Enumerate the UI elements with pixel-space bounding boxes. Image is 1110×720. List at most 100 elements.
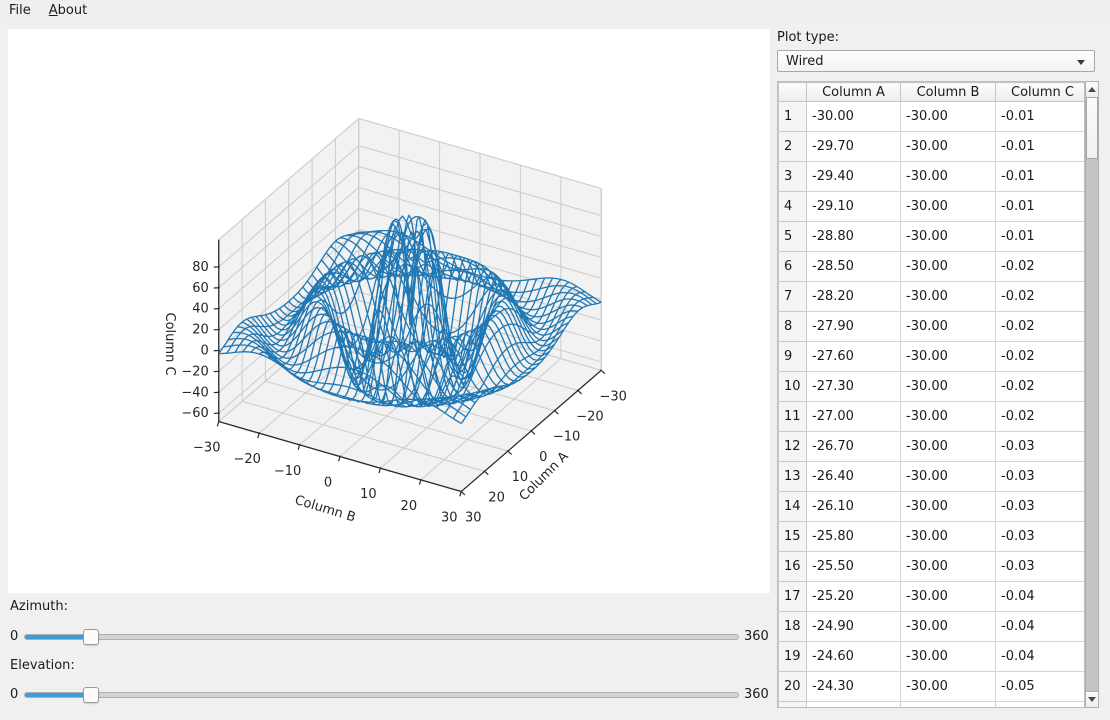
table-row[interactable]: 6 -28.50 -30.00 -0.02: [778, 251, 1084, 282]
cell-column-b[interactable]: -30.00: [900, 251, 996, 282]
cell-column-a[interactable]: -24.30: [806, 671, 901, 702]
cell-column-b[interactable]: -30.00: [900, 551, 996, 582]
row-number-cell[interactable]: 2: [778, 131, 807, 162]
cell-column-c[interactable]: -0.02: [995, 341, 1084, 372]
table-row[interactable]: 7 -28.20 -30.00 -0.02: [778, 281, 1084, 312]
cell-column-b[interactable]: -30.00: [900, 461, 996, 492]
table-row[interactable]: 10 -27.30 -30.00 -0.02: [778, 371, 1084, 402]
row-number-cell[interactable]: 5: [778, 221, 807, 252]
row-number-cell[interactable]: 12: [778, 431, 807, 462]
table-row[interactable]: 11 -27.00 -30.00 -0.02: [778, 401, 1084, 432]
cell-column-b[interactable]: -30.00: [900, 611, 996, 642]
cell-column-a[interactable]: -24.90: [806, 611, 901, 642]
scroll-down-button[interactable]: [1086, 691, 1098, 707]
table-row[interactable]: 15 -25.80 -30.00 -0.03: [778, 521, 1084, 552]
table-row[interactable]: 17 -25.20 -30.00 -0.04: [778, 581, 1084, 612]
row-number-cell[interactable]: 15: [778, 521, 807, 552]
corner-header[interactable]: [778, 82, 807, 102]
cell-column-b[interactable]: -30.00: [900, 641, 996, 672]
cell-column-a[interactable]: -25.50: [806, 551, 901, 582]
cell-column-b[interactable]: -30.00: [900, 581, 996, 612]
cell-column-c[interactable]: -0.04: [995, 611, 1084, 642]
cell-column-a[interactable]: -27.30: [806, 371, 901, 402]
table-row[interactable]: 3 -29.40 -30.00 -0.01: [778, 161, 1084, 192]
cell-column-c[interactable]: -0.03: [995, 551, 1084, 582]
cell-column-b[interactable]: -30.00: [900, 191, 996, 222]
menu-item-file[interactable]: File: [9, 3, 31, 18]
table-row[interactable]: 16 -25.50 -30.00 -0.03: [778, 551, 1084, 582]
cell-column-b[interactable]: -30.00: [900, 221, 996, 252]
row-number-cell[interactable]: 1: [778, 101, 807, 132]
cell-column-c[interactable]: -0.01: [995, 101, 1084, 132]
cell-column-c[interactable]: -0.01: [995, 131, 1084, 162]
cell-column-c[interactable]: -0.04: [995, 641, 1084, 672]
column-header[interactable]: Column C: [995, 82, 1084, 102]
cell-column-b[interactable]: -30.00: [900, 131, 996, 162]
cell-column-a[interactable]: -29.40: [806, 161, 901, 192]
row-number-cell[interactable]: 10: [778, 371, 807, 402]
table-row[interactable]: 1 -30.00 -30.00 -0.01: [778, 101, 1084, 132]
table-row[interactable]: 4 -29.10 -30.00 -0.01: [778, 191, 1084, 222]
scroll-up-button[interactable]: [1086, 82, 1098, 98]
table-row[interactable]: 18 -24.90 -30.00 -0.04: [778, 611, 1084, 642]
column-header[interactable]: Column B: [900, 82, 996, 102]
cell-column-b[interactable]: -30.00: [900, 521, 996, 552]
table-scrollbar[interactable]: [1085, 81, 1099, 708]
table-row[interactable]: 13 -26.40 -30.00 -0.03: [778, 461, 1084, 492]
cell-column-a[interactable]: -25.80: [806, 521, 901, 552]
cell-column-c[interactable]: -0.03: [995, 491, 1084, 522]
cell-column-a[interactable]: -27.90: [806, 311, 901, 342]
table-row[interactable]: 5 -28.80 -30.00 -0.01: [778, 221, 1084, 252]
column-header[interactable]: Column A: [806, 82, 901, 102]
cell-column-a[interactable]: -26.10: [806, 491, 901, 522]
cell-column-c[interactable]: -0.03: [995, 431, 1084, 462]
cell-column-c[interactable]: -0.02: [995, 311, 1084, 342]
table-row[interactable]: 12 -26.70 -30.00 -0.03: [778, 431, 1084, 462]
table-row[interactable]: 2 -29.70 -30.00 -0.01: [778, 131, 1084, 162]
row-number-cell[interactable]: 14: [778, 491, 807, 522]
row-number-cell[interactable]: 16: [778, 551, 807, 582]
table-row[interactable]: 9 -27.60 -30.00 -0.02: [778, 341, 1084, 372]
cell-column-b[interactable]: -30.00: [900, 671, 996, 702]
cell-column-a[interactable]: -24.60: [806, 641, 901, 672]
cell-column-b[interactable]: -30.00: [900, 371, 996, 402]
table-row[interactable]: 20 -24.30 -30.00 -0.05: [778, 671, 1084, 702]
row-number-cell[interactable]: 11: [778, 401, 807, 432]
cell-column-b[interactable]: -30.00: [900, 281, 996, 312]
cell-column-b[interactable]: -30.00: [900, 431, 996, 462]
cell-column-b[interactable]: -30.00: [900, 161, 996, 192]
elevation-slider-handle[interactable]: [83, 687, 99, 703]
cell-column-c[interactable]: -0.03: [995, 521, 1084, 552]
row-number-cell[interactable]: 20: [778, 671, 807, 702]
cell-column-a[interactable]: -26.40: [806, 461, 901, 492]
cell-column-b[interactable]: -30.00: [900, 341, 996, 372]
cell-column-c[interactable]: -0.01: [995, 221, 1084, 252]
cell-column-a[interactable]: -29.10: [806, 191, 901, 222]
cell-column-a[interactable]: -25.20: [806, 581, 901, 612]
elevation-slider[interactable]: [24, 687, 739, 703]
row-number-cell[interactable]: 3: [778, 161, 807, 192]
row-number-cell[interactable]: 9: [778, 341, 807, 372]
table-row[interactable]: 19 -24.60 -30.00 -0.04: [778, 641, 1084, 672]
azimuth-slider-handle[interactable]: [83, 629, 99, 645]
cell-column-a[interactable]: -27.60: [806, 341, 901, 372]
cell-column-b[interactable]: -30.00: [900, 101, 996, 132]
cell-column-c[interactable]: -0.01: [995, 191, 1084, 222]
row-number-cell[interactable]: 17: [778, 581, 807, 612]
row-number-cell[interactable]: 8: [778, 311, 807, 342]
cell-column-c[interactable]: -0.02: [995, 401, 1084, 432]
cell-column-c[interactable]: -0.04: [995, 581, 1084, 612]
row-number-cell[interactable]: 7: [778, 281, 807, 312]
cell-column-a[interactable]: -28.80: [806, 221, 901, 252]
plot-type-combobox[interactable]: Wired: [777, 50, 1095, 72]
cell-column-a[interactable]: -30.00: [806, 101, 901, 132]
azimuth-slider[interactable]: [24, 629, 739, 645]
row-number-cell[interactable]: 6: [778, 251, 807, 282]
cell-column-a[interactable]: -28.50: [806, 251, 901, 282]
cell-column-b[interactable]: -30.00: [900, 401, 996, 432]
table-row[interactable]: 8 -27.90 -30.00 -0.02: [778, 311, 1084, 342]
row-number-cell[interactable]: 18: [778, 611, 807, 642]
row-number-cell[interactable]: 4: [778, 191, 807, 222]
cell-column-b[interactable]: -30.00: [900, 311, 996, 342]
cell-column-c[interactable]: -0.02: [995, 281, 1084, 312]
